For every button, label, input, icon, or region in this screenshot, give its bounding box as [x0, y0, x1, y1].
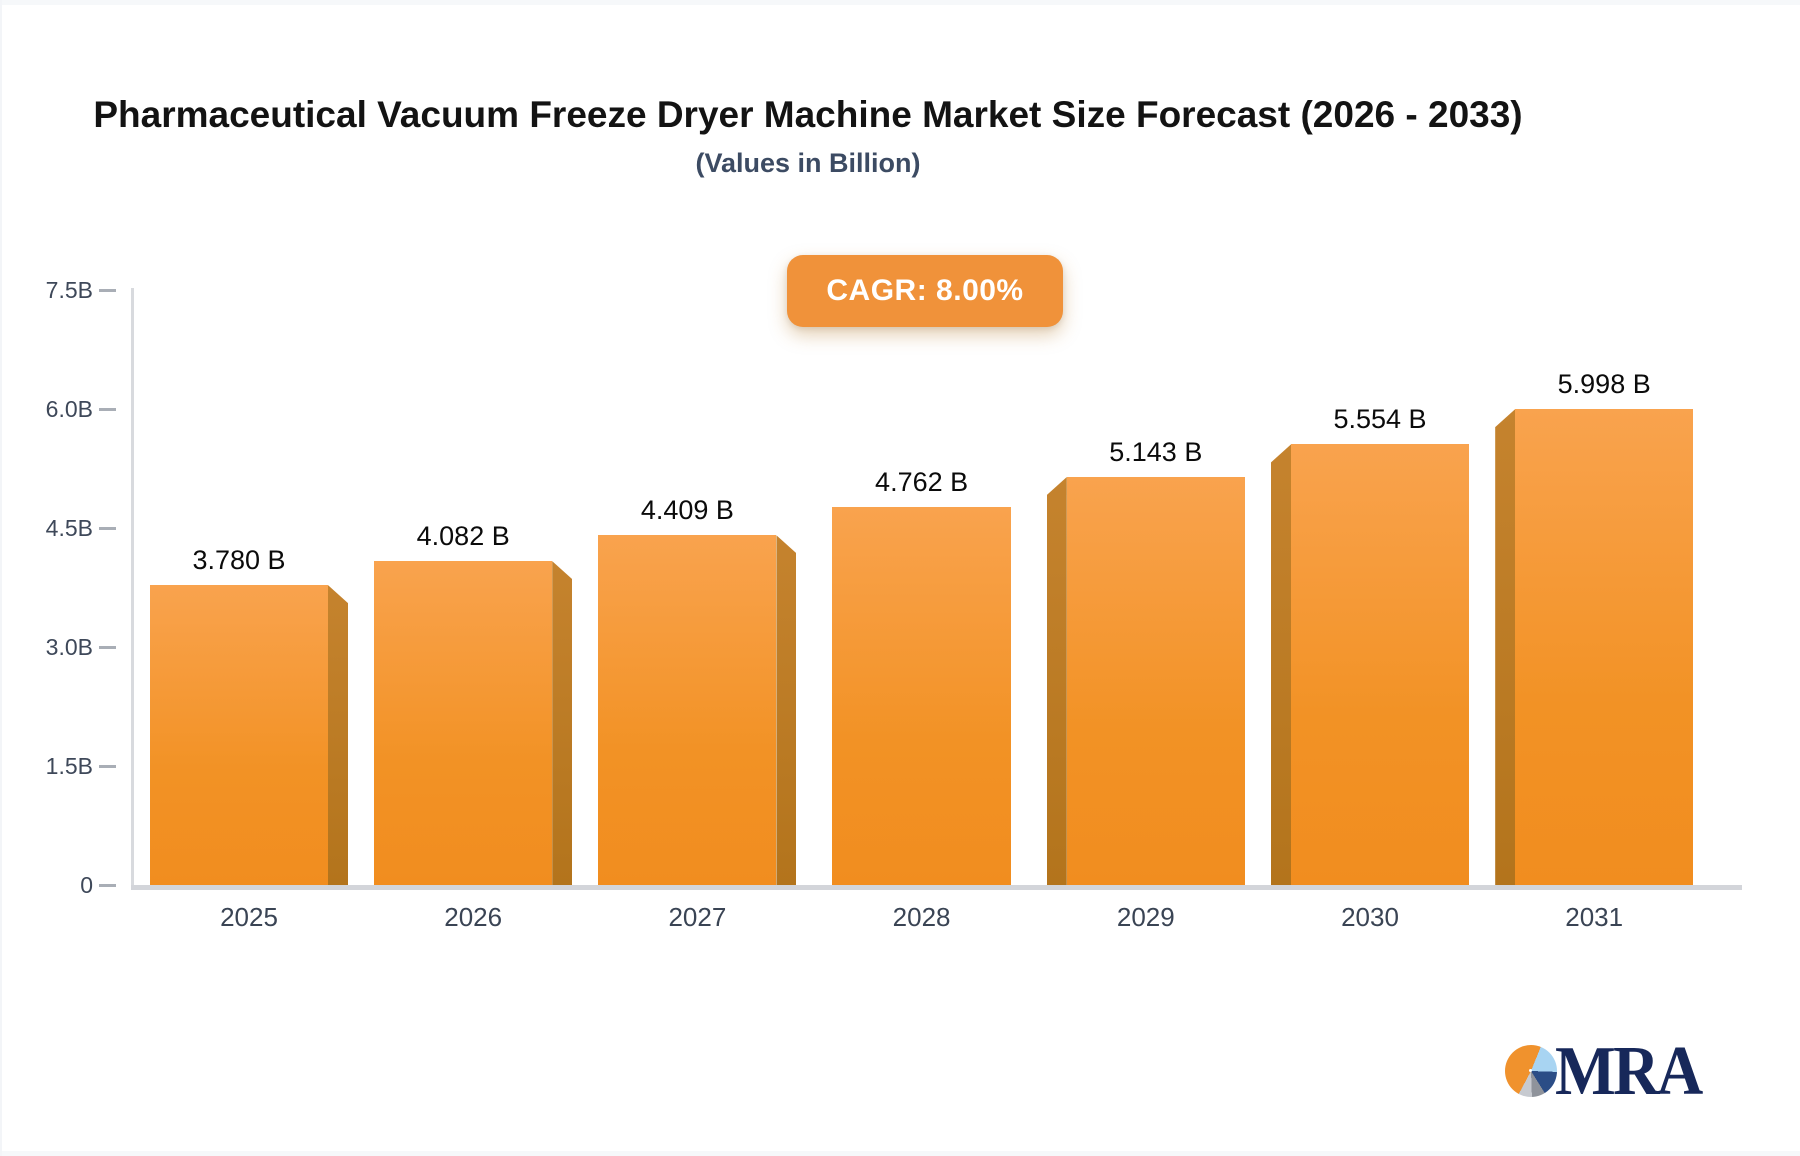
x-category-label: 2029	[1116, 902, 1175, 932]
y-tick-label: 3.0B	[45, 633, 93, 660]
y-tick-mark	[99, 407, 116, 411]
y-tick-mark	[99, 764, 116, 768]
y-tick-mark	[99, 288, 116, 292]
bar-2031[interactable]	[1495, 409, 1694, 885]
bar-value-label: 3.780 B	[192, 545, 286, 576]
bar-value-label: 5.554 B	[1333, 404, 1427, 435]
x-category-label: 2030	[1341, 902, 1399, 932]
bar-face	[150, 585, 328, 885]
y-tick-label: 1.5B	[45, 752, 93, 779]
bar-2029[interactable]	[1046, 477, 1245, 885]
bar-value-label: 4.762 B	[875, 467, 969, 498]
x-category-label: 2025	[220, 902, 278, 932]
bar-side-bevel	[1046, 477, 1067, 885]
top-edge-strip	[0, 0, 1800, 5]
bar-value-label: 4.409 B	[640, 495, 734, 526]
bar-face	[832, 507, 1012, 885]
bar-2028[interactable]	[832, 507, 1012, 885]
x-category-label: 2028	[892, 902, 951, 932]
x-axis-line	[131, 885, 1742, 890]
x-category-label: 2027	[668, 902, 727, 932]
y-tick-mark	[99, 526, 116, 530]
y-tick-label: 0	[80, 871, 93, 898]
y-tick-label: 6.0B	[45, 395, 93, 422]
bar-face	[1066, 477, 1245, 885]
bar-value-label: 4.082 B	[416, 521, 510, 552]
bar-2030[interactable]	[1271, 444, 1469, 885]
y-tick-label: 7.5B	[45, 276, 93, 303]
bar-face	[1291, 444, 1469, 885]
cagr-badge: CAGR: 8.00%	[787, 255, 1063, 327]
cagr-badge-label: CAGR: 8.00%	[826, 274, 1024, 307]
bar-side-bevel	[776, 535, 797, 885]
x-category-label: 2026	[444, 902, 503, 932]
bar-side-bevel	[1271, 444, 1291, 885]
bar-face	[598, 535, 777, 885]
bar-face	[374, 561, 553, 885]
left-edge-line	[0, 0, 2, 1156]
x-category-label: 2031	[1565, 902, 1624, 932]
logo-text: MRA	[1555, 1033, 1703, 1110]
pie-chart-logo-icon	[1505, 1045, 1557, 1097]
bottom-edge-strip	[0, 1151, 1800, 1156]
brand-logo: MRA	[1503, 1033, 1723, 1110]
bar-2025[interactable]	[150, 585, 348, 885]
chart-title: Pharmaceutical Vacuum Freeze Dryer Machi…	[93, 94, 1523, 135]
bar-2026[interactable]	[374, 561, 573, 885]
bar-value-label: 5.143 B	[1109, 437, 1203, 467]
y-axis-line	[131, 288, 134, 888]
bar-side-bevel	[328, 585, 348, 885]
bar-2027[interactable]	[598, 535, 797, 885]
bar-face	[1515, 409, 1694, 885]
y-tick-label: 4.5B	[45, 514, 93, 541]
bar-side-bevel	[1495, 409, 1516, 885]
chart-subtitle: (Values in Billion)	[695, 148, 921, 178]
y-tick-mark	[99, 645, 116, 649]
bar-value-label: 5.998 B	[1557, 369, 1651, 400]
y-tick-mark	[99, 883, 116, 887]
bar-side-bevel	[552, 561, 573, 885]
